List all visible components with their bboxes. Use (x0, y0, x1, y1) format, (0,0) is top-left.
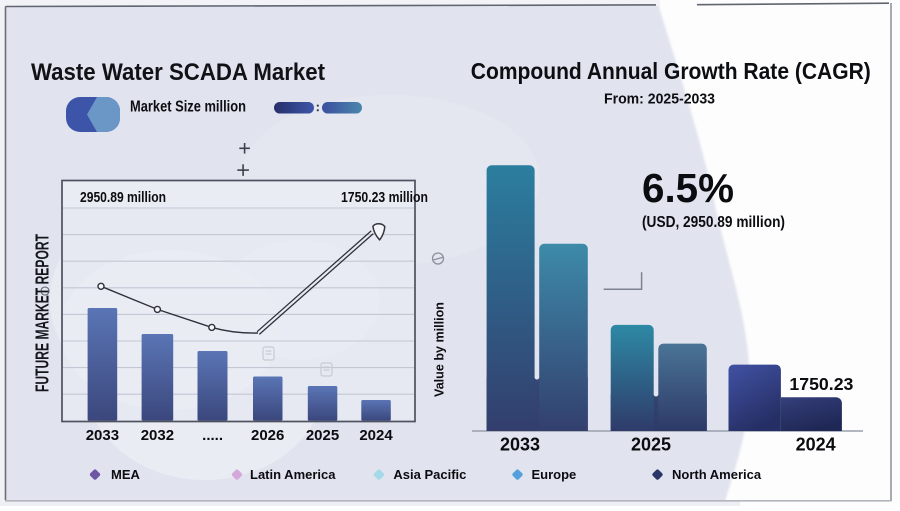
svg-text:Asia Pacific: Asia Pacific (393, 467, 466, 482)
svg-text:From: 2025-2033: From: 2025-2033 (604, 92, 715, 108)
svg-text:2025: 2025 (306, 427, 339, 444)
svg-text:MEA: MEA (111, 467, 141, 482)
svg-text:2024: 2024 (359, 427, 393, 444)
svg-text:Latin America: Latin America (250, 467, 336, 482)
svg-text:Value by million: Value by million (433, 302, 447, 397)
svg-text:2033: 2033 (500, 435, 540, 455)
svg-text:Europe: Europe (532, 467, 577, 482)
svg-text:Waste Water SCADA Market: Waste Water SCADA Market (31, 59, 325, 86)
svg-text:.....: ..... (202, 427, 223, 444)
svg-text:2950.89 million: 2950.89 million (80, 189, 166, 206)
svg-text:2033: 2033 (86, 427, 119, 444)
svg-text:1750.23 million: 1750.23 million (341, 189, 428, 206)
svg-text:Compound Annual Growth Rate (C: Compound Annual Growth Rate (CAGR) (471, 58, 871, 84)
svg-text:2032: 2032 (141, 427, 174, 444)
svg-text:Market Size million: Market Size million (130, 99, 246, 116)
svg-text:FUTURE MARKET REPORT: FUTURE MARKET REPORT (33, 234, 53, 392)
svg-text:1750.23: 1750.23 (789, 374, 853, 394)
svg-text:6.5%: 6.5% (642, 165, 734, 211)
svg-text:North America: North America (672, 467, 762, 482)
svg-text:(USD, 2950.89 million): (USD, 2950.89 million) (642, 214, 785, 231)
svg-text:2026: 2026 (251, 427, 284, 444)
svg-text:2025: 2025 (631, 435, 671, 455)
svg-text:2024: 2024 (796, 435, 836, 455)
